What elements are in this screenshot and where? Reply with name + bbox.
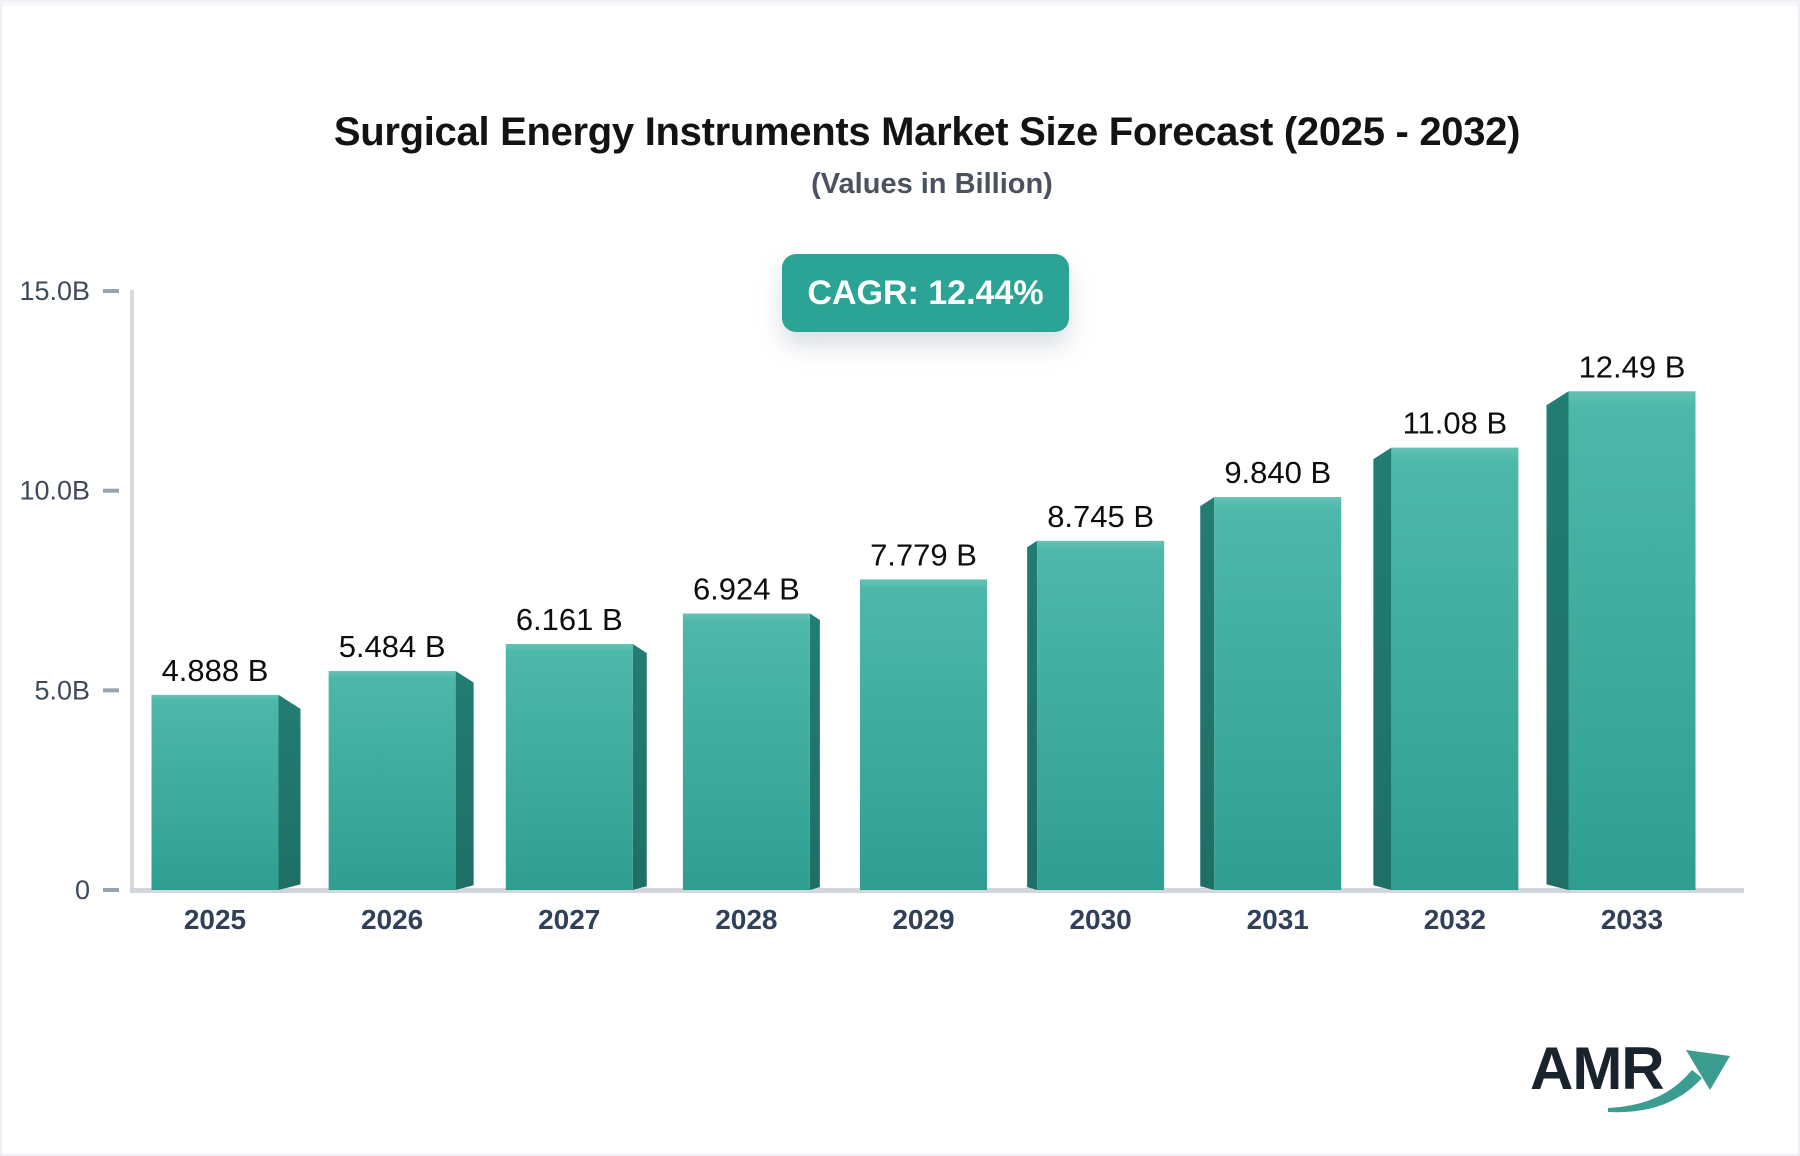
bar-side xyxy=(278,694,301,890)
bar-front xyxy=(1568,391,1696,890)
bar-front xyxy=(1214,497,1342,890)
bar-side xyxy=(1546,391,1569,890)
x-axis-line xyxy=(130,888,1744,893)
x-category-label: 2033 xyxy=(1601,904,1663,935)
bar-value-label: 5.484 B xyxy=(339,629,446,664)
bar-front xyxy=(1391,447,1519,890)
growth-arrow-icon xyxy=(1608,1050,1730,1113)
bar-value-label: 7.779 B xyxy=(870,537,977,572)
bar-front xyxy=(1037,540,1165,890)
bar-side xyxy=(455,671,474,890)
x-category-label: 2032 xyxy=(1424,904,1486,935)
bar-side xyxy=(632,643,647,890)
x-category-label: 2029 xyxy=(892,904,954,935)
y-axis-line xyxy=(130,290,134,892)
bar-value-label: 6.161 B xyxy=(516,602,623,637)
y-tick-mark xyxy=(103,488,119,493)
bar-side xyxy=(1200,497,1215,890)
amr-logo: AMR xyxy=(1530,1034,1740,1124)
x-category-label: 2031 xyxy=(1247,904,1309,935)
amr-logo-text: AMR xyxy=(1530,1035,1665,1102)
bar-value-label: 12.49 B xyxy=(1579,349,1686,384)
bar-front xyxy=(328,671,456,890)
x-category-label: 2028 xyxy=(715,904,777,935)
cagr-badge: CAGR: 12.44% xyxy=(782,254,1069,332)
bar-value-label: 9.840 B xyxy=(1224,455,1331,490)
y-tick-label: 0 xyxy=(75,875,90,905)
bar-front xyxy=(505,643,633,890)
x-category-label: 2026 xyxy=(361,904,423,935)
y-tick-label: 5.0B xyxy=(34,675,90,705)
y-tick-label: 10.0B xyxy=(19,476,90,506)
y-tick-mark xyxy=(103,289,119,294)
chart-subtitle: (Values in Billion) xyxy=(811,168,1053,200)
x-category-label: 2027 xyxy=(538,904,600,935)
y-tick-label: 15.0B xyxy=(19,276,90,306)
bar-value-label: 8.745 B xyxy=(1047,499,1154,534)
chart-title: Surgical Energy Instruments Market Size … xyxy=(333,110,1521,154)
x-category-label: 2025 xyxy=(184,904,246,935)
y-tick-mark xyxy=(103,888,119,892)
x-category-label: 2030 xyxy=(1069,904,1131,935)
bar-side xyxy=(1027,540,1038,890)
bar-front xyxy=(151,694,279,890)
bar-front xyxy=(682,613,810,890)
top-edge-strip xyxy=(2,2,1798,6)
bar-value-label: 11.08 B xyxy=(1403,406,1508,441)
bar-value-label: 4.888 B xyxy=(162,653,269,688)
bar-value-label: 6.924 B xyxy=(693,572,800,607)
bar-side xyxy=(809,613,820,890)
bar-side xyxy=(1373,447,1392,890)
y-tick-mark xyxy=(103,688,119,693)
bar-front xyxy=(860,579,987,890)
